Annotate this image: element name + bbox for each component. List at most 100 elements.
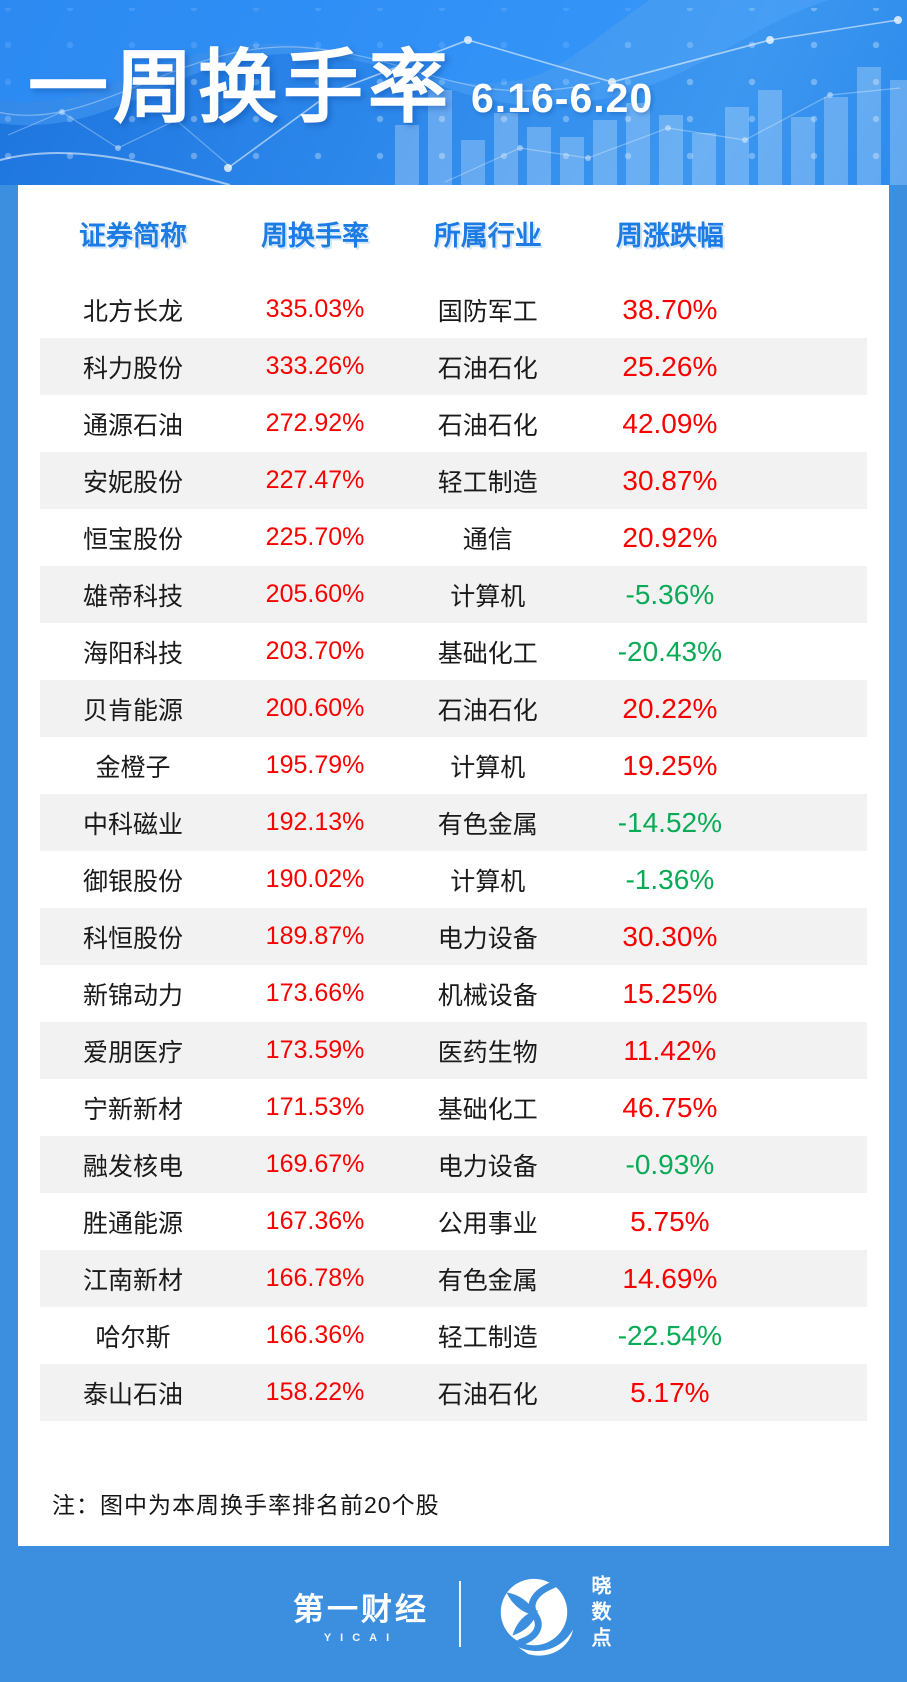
stock-name: 北方长龙 <box>82 297 183 326</box>
change-value: 46.75% <box>622 1091 718 1123</box>
change-value: 15.25% <box>622 977 718 1009</box>
stock-name: 哈尔斯 <box>95 1323 171 1352</box>
industry-label: 轻工制造 <box>437 468 538 497</box>
table-row: 科力股份 333.26% 石油石化 25.26% <box>40 338 867 395</box>
yicai-logo-subtext: YICAI <box>323 1632 399 1644</box>
industry-label: 国防军工 <box>437 297 538 326</box>
change-value: 38.70% <box>622 293 718 325</box>
turnover-value: 200.60% <box>265 694 365 722</box>
turnover-value: 171.53% <box>265 1093 365 1121</box>
table-row: 科恒股份 189.87% 电力设备 30.30% <box>40 908 867 965</box>
change-value: 5.75% <box>630 1205 710 1237</box>
industry-label: 有色金属 <box>437 810 538 839</box>
table-row: 江南新材 166.78% 有色金属 14.69% <box>40 1250 867 1307</box>
industry-label: 医药生物 <box>437 1038 538 1067</box>
change-value: 20.92% <box>622 521 718 553</box>
table-row: 中科磁业 192.13% 有色金属 -14.52% <box>40 794 867 851</box>
stock-name: 通源石油 <box>82 411 183 440</box>
turnover-value: 203.70% <box>265 637 365 665</box>
stock-name: 江南新材 <box>82 1266 183 1295</box>
table-row: 胜通能源 167.36% 公用事业 5.75% <box>40 1193 867 1250</box>
industry-label: 通信 <box>462 525 513 554</box>
date-range: 6.16-6.20 <box>471 75 654 121</box>
turnover-value: 335.03% <box>265 295 365 323</box>
stock-name: 胜通能源 <box>82 1209 183 1238</box>
industry-label: 电力设备 <box>437 1152 538 1181</box>
stock-name: 恒宝股份 <box>82 525 183 554</box>
table-row: 金橙子 195.79% 计算机 19.25% <box>40 737 867 794</box>
change-value: -22.54% <box>617 1319 722 1351</box>
turnover-value: 173.66% <box>265 979 365 1007</box>
table-row: 贝肯能源 200.60% 石油石化 20.22% <box>40 680 867 737</box>
turnover-value: 166.36% <box>265 1321 365 1349</box>
stock-name: 御银股份 <box>82 867 183 896</box>
turnover-value: 189.87% <box>265 922 365 950</box>
industry-label: 电力设备 <box>437 924 538 953</box>
turnover-value: 272.92% <box>265 409 365 437</box>
change-value: 5.17% <box>630 1376 710 1408</box>
change-value: 20.22% <box>622 692 718 724</box>
turnover-value: 195.79% <box>265 751 365 779</box>
turnover-value: 190.02% <box>265 865 365 893</box>
industry-label: 石油石化 <box>437 411 538 440</box>
table-row: 恒宝股份 225.70% 通信 20.92% <box>40 509 867 566</box>
industry-label: 计算机 <box>450 753 526 782</box>
turnover-value: 167.36% <box>265 1207 365 1235</box>
header-banner: 一周换手率 6.16-6.20 <box>0 0 907 185</box>
stock-name: 宁新新材 <box>82 1095 183 1124</box>
stock-name: 安妮股份 <box>82 468 183 497</box>
table-row: 哈尔斯 166.36% 轻工制造 -22.54% <box>40 1307 867 1364</box>
yicai-logo: 第一财经 YICAI <box>293 1584 429 1644</box>
industry-label: 基础化工 <box>437 639 538 668</box>
turnover-value: 333.26% <box>265 352 365 380</box>
turnover-value: 166.78% <box>265 1264 365 1292</box>
table-row: 海阳科技 203.70% 基础化工 -20.43% <box>40 623 867 680</box>
table-row: 通源石油 272.92% 石油石化 42.09% <box>40 395 867 452</box>
change-value: -14.52% <box>617 806 722 838</box>
col-header-turnover: 周换手率 <box>261 220 370 251</box>
table-row: 泰山石油 158.22% 石油石化 5.17% <box>40 1364 867 1421</box>
footnote: 注：图中为本周换手率排名前20个股 <box>52 1492 440 1518</box>
footer-bar: 第一财经 YICAI 晓数点 <box>0 1546 907 1682</box>
industry-label: 石油石化 <box>437 696 538 725</box>
col-header-industry: 所属行业 <box>433 220 542 251</box>
industry-label: 公用事业 <box>437 1209 538 1238</box>
stock-name: 雄帝科技 <box>82 582 183 611</box>
industry-label: 机械设备 <box>437 981 538 1010</box>
turnover-value: 205.60% <box>265 580 365 608</box>
stock-name: 科恒股份 <box>82 924 183 953</box>
xiaoshudian-logo: 晓数点 <box>491 1571 614 1657</box>
table-header: 证券简称 周换手率 所属行业 周涨跌幅 <box>40 185 867 281</box>
table-row: 宁新新材 171.53% 基础化工 46.75% <box>40 1079 867 1136</box>
industry-label: 计算机 <box>450 582 526 611</box>
table-body: 北方长龙 335.03% 国防军工 38.70% 科力股份 333.26% 石油… <box>18 281 889 1421</box>
stock-name: 金橙子 <box>95 753 171 782</box>
stock-name: 新锦动力 <box>82 981 183 1010</box>
table-row: 安妮股份 227.47% 轻工制造 30.87% <box>40 452 867 509</box>
stock-name: 海阳科技 <box>82 639 183 668</box>
col-header-change: 周涨跌幅 <box>615 220 724 251</box>
turnover-value: 192.13% <box>265 808 365 836</box>
change-value: 42.09% <box>622 407 718 439</box>
change-value: 25.26% <box>622 350 718 382</box>
yicai-logo-text: 第一财经 <box>293 1592 429 1627</box>
page-title: 一周换手率 <box>28 43 453 132</box>
change-value: -0.93% <box>625 1148 715 1180</box>
turnover-value: 227.47% <box>265 466 365 494</box>
industry-label: 有色金属 <box>437 1266 538 1295</box>
data-card: 证券简称 周换手率 所属行业 周涨跌幅 北方长龙 335.03% 国防军工 38… <box>18 185 889 1546</box>
xiaoshudian-icon <box>500 1578 574 1656</box>
stock-name: 贝肯能源 <box>82 696 183 725</box>
industry-label: 轻工制造 <box>437 1323 538 1352</box>
decor-chart-graphic <box>0 0 907 185</box>
stock-name: 融发核电 <box>82 1152 183 1181</box>
table-row: 北方长龙 335.03% 国防军工 38.70% <box>40 281 867 338</box>
table-row: 融发核电 169.67% 电力设备 -0.93% <box>40 1136 867 1193</box>
stock-name: 爱朋医疗 <box>82 1038 183 1067</box>
col-header-stock-name: 证券简称 <box>78 220 187 251</box>
xiaoshudian-label: 晓数点 <box>588 1575 610 1653</box>
stock-name: 泰山石油 <box>82 1380 183 1409</box>
table-row: 雄帝科技 205.60% 计算机 -5.36% <box>40 566 867 623</box>
turnover-value: 173.59% <box>265 1036 365 1064</box>
